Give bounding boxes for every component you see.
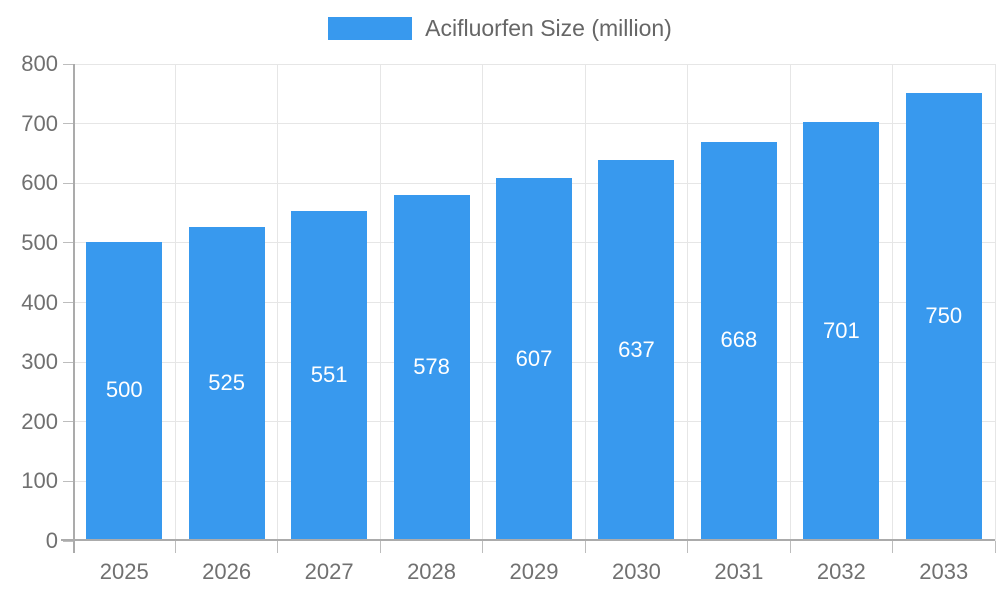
x-axis-label: 2029 [509,559,559,584]
bar-value-label: 701 [822,317,860,343]
bar-2031[interactable]: 668 [700,141,777,539]
bar-value-label: 525 [208,369,246,395]
y-axis-tick [63,242,73,244]
bar-2030[interactable]: 637 [598,160,675,539]
bar-value-label: 637 [618,336,655,362]
v-gridline [687,64,689,541]
y-axis-label: 400 [21,289,58,315]
v-gridline [277,64,279,541]
x-axis-label: 2033 [919,559,969,584]
bar-2032[interactable]: 701 [803,122,880,539]
y-axis-label: 800 [21,51,58,76]
x-axis-label: 2026 [202,559,252,584]
y-axis-label: 300 [21,349,58,375]
h-gridline [73,123,995,125]
x-axis-label: 2032 [816,559,866,584]
x-axis-label: 2025 [99,559,149,584]
y-axis-label: 100 [21,468,58,494]
x-axis-tick [687,541,689,553]
v-gridline [994,64,996,541]
plot-area: 0 100 200 300 400 500 600 700 800 2025 2026 2027 202… [21,53,996,584]
y-axis-tick [63,421,73,423]
y-axis-tick [63,540,73,542]
x-axis-line [61,539,995,541]
bar-value-label: 500 [105,377,143,403]
y-axis-tick [63,123,73,125]
x-axis-label: 2027 [304,559,354,584]
bar-2033[interactable]: 750 [905,92,982,539]
v-gridline [789,64,791,541]
y-axis-tick [63,302,73,303]
bar-value-label: 578 [413,354,450,380]
legend-label[interactable]: Acifluorfen Size (million) [425,15,672,41]
y-axis-tick [63,63,73,65]
x-axis-label: 2031 [714,559,764,584]
bar-2028[interactable]: 578 [393,195,470,539]
y-axis-tick [63,361,73,363]
x-axis-label: 2030 [611,559,661,584]
v-gridline [482,64,484,541]
y-axis-label: 200 [21,408,58,434]
y-axis-label: 600 [21,170,58,196]
bar-2027[interactable]: 551 [291,211,368,539]
x-axis-tick [482,541,484,553]
bar-value-label: 750 [925,302,963,328]
x-axis-label: 2028 [407,559,457,584]
y-axis-label: 0 [45,528,58,553]
x-axis-tick [277,541,279,553]
x-axis-tick [379,541,381,553]
v-gridline [379,64,381,541]
v-gridline [584,64,586,541]
bar-2026[interactable]: 525 [188,226,265,539]
v-gridline [892,64,894,541]
y-axis-line [73,64,75,553]
x-axis-tick [789,541,791,553]
y-axis-label: 500 [21,229,58,255]
y-axis-tick [63,480,73,482]
bar-2029[interactable]: 607 [496,178,572,539]
bar-value-label: 668 [720,327,758,353]
y-axis-label: 700 [21,110,58,136]
x-axis-tick [994,541,996,553]
y-axis-tick [63,182,73,184]
x-axis-tick [174,541,176,553]
bar-2025[interactable]: 500 [86,241,163,539]
x-axis-tick [584,541,586,553]
legend[interactable]: Acifluorfen Size (million) [0,17,1000,40]
v-gridline [174,64,176,541]
x-axis-tick [892,541,894,553]
h-gridline [73,63,995,65]
bar-value-label: 551 [310,362,348,388]
bar-value-label: 607 [515,345,553,371]
legend-swatch-icon[interactable] [328,17,413,40]
